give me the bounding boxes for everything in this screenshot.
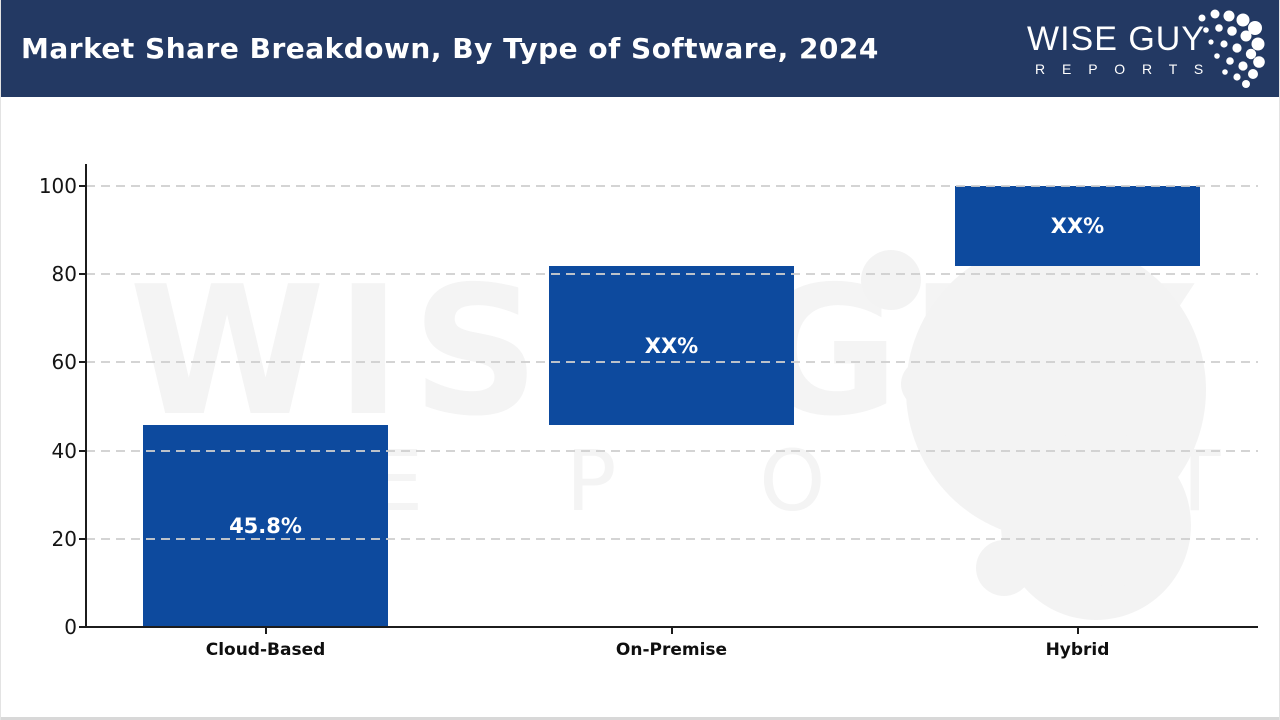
gridline-y60 — [86, 361, 1258, 364]
x-axis-category-label: Cloud-Based — [205, 640, 326, 660]
x-axis-spine — [85, 626, 1258, 628]
bar-value-label: XX% — [644, 333, 699, 358]
watermark-head-blob — [1001, 430, 1191, 620]
bottom-strip — [1, 717, 1279, 720]
gridline-y100 — [86, 185, 1258, 187]
y-axis-tick-label: 80 — [51, 262, 77, 287]
watermark-head-dot — [901, 360, 949, 408]
bar-value-label: 45.8% — [229, 514, 302, 538]
gridline-y20 — [86, 537, 1258, 540]
x-axis-category-label: On-Premise — [615, 640, 728, 660]
y-axis-tick — [79, 537, 86, 540]
y-axis-tick-label: 100 — [38, 174, 77, 198]
gridline-y80 — [86, 273, 1258, 276]
wise-guy-reports-logo: WISE GUY R E P O R T S — [1027, 9, 1265, 88]
x-axis-category-label: Hybrid — [1045, 640, 1110, 660]
watermark-head-dot — [861, 250, 921, 310]
x-axis-tick — [264, 627, 267, 634]
y-axis-tick — [79, 361, 86, 364]
x-axis-tick — [1076, 627, 1079, 634]
watermark-head-dot — [1091, 545, 1135, 589]
gridline-y40 — [86, 449, 1258, 452]
y-axis-tick — [79, 626, 86, 628]
y-axis-tick — [79, 273, 86, 276]
y-axis-tick-label: 40 — [51, 438, 77, 463]
logo-head-dots — [1198, 9, 1265, 88]
bar-cloud-based — [143, 425, 388, 627]
y-axis-spine — [85, 164, 87, 628]
y-axis-tick-label: 0 — [64, 615, 77, 639]
bar-value-label: XX% — [1050, 214, 1105, 239]
x-axis-tick — [670, 627, 673, 634]
y-axis-tick — [79, 449, 86, 452]
chart-title: Market Share Breakdown, By Type of Softw… — [21, 32, 879, 65]
logo-subtext: R E P O R T S — [1035, 61, 1210, 77]
y-axis-tick — [79, 185, 86, 187]
bar-on-premise — [549, 266, 794, 425]
bar-hybrid — [955, 186, 1200, 267]
logo-wordmark: WISE GUY — [1027, 20, 1205, 58]
header-bar: Market Share Breakdown, By Type of Softw… — [1, 0, 1279, 97]
y-axis-tick-label: 20 — [51, 526, 77, 551]
y-axis-tick-label: 60 — [51, 350, 77, 375]
watermark-head-dot — [976, 540, 1032, 596]
